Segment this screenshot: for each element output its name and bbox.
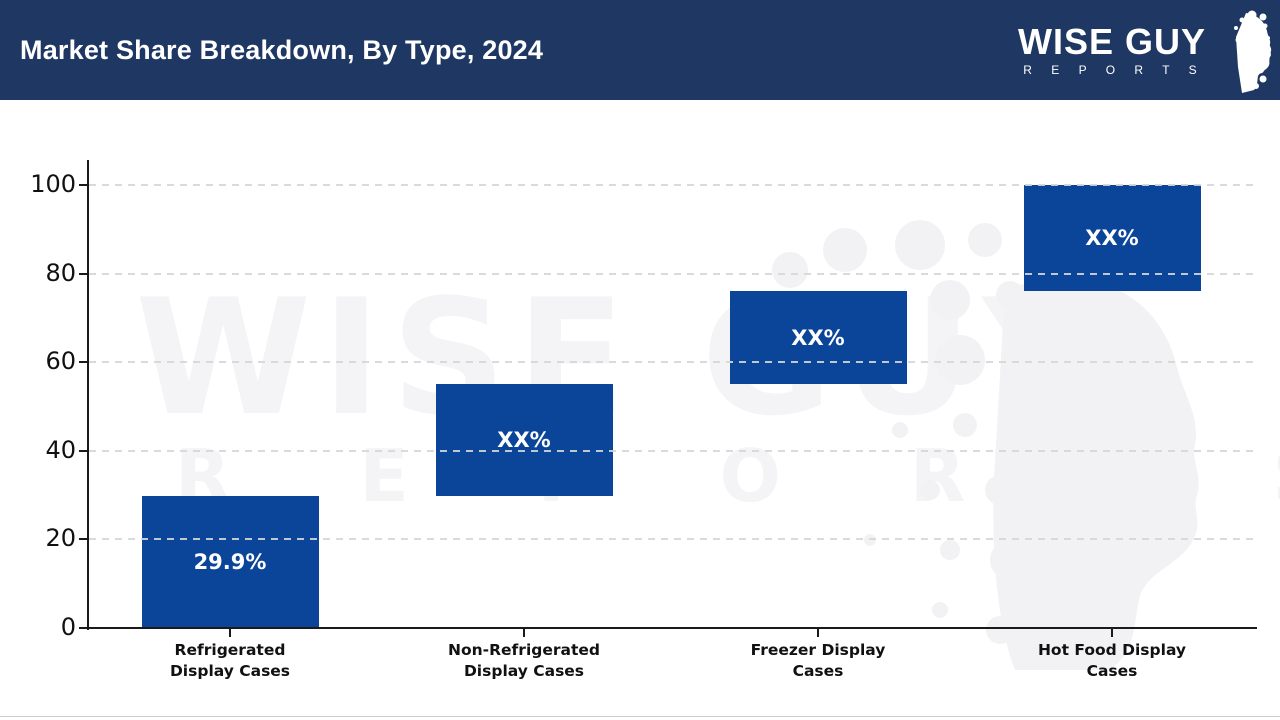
y-tick-60 [79, 361, 87, 364]
x-tick-3 [817, 629, 819, 637]
y-tick-label-0: 0 [60, 613, 76, 641]
bar-4: XX% [1023, 185, 1201, 292]
gridline-100 [89, 184, 1257, 186]
x-tick-4 [1111, 629, 1113, 637]
bar-1: 29.9% [141, 495, 319, 628]
gridline-60 [89, 361, 1257, 364]
logo-subtitle: R E P O R T S [1023, 62, 1205, 77]
y-tick-20 [79, 538, 87, 541]
x-tick-2 [523, 629, 525, 637]
logo-text: WISE GUY R E P O R T S [1017, 20, 1206, 77]
x-category-label-1: Refrigerated Display Cases [169, 641, 291, 680]
y-tick-label-60: 60 [45, 347, 76, 376]
gridline-80 [89, 272, 1257, 275]
y-tick-80 [79, 272, 87, 275]
logo-wordmark: WISE GUY [1017, 20, 1206, 62]
logo-face-icon [1234, 10, 1272, 93]
page-title: Market Share Breakdown, By Type, 2024 [20, 34, 544, 65]
bar-3: XX% [729, 291, 907, 385]
y-axis-line [87, 160, 89, 630]
x-category-label-4: Hot Food Display Cases [1037, 641, 1187, 680]
x-tick-1 [229, 629, 231, 637]
bar-2: XX% [435, 384, 613, 496]
x-category-label-3: Freezer Display Cases [750, 641, 886, 680]
header-bar: Market Share Breakdown, By Type, 2024 WI… [0, 0, 1280, 100]
gridline-20 [89, 538, 1257, 541]
bar-value-label: XX% [497, 427, 551, 452]
bar-value-label: XX% [1085, 226, 1139, 251]
y-tick-100 [79, 184, 87, 186]
bar-value-label: 29.9% [193, 549, 267, 574]
watermark-face-graphic [772, 220, 1199, 670]
wise-guy-logo: WISE GUY R E P O R T S [1018, 7, 1280, 93]
y-tick-label-100: 100 [30, 170, 76, 198]
bottom-border [0, 716, 1280, 717]
x-axis-line [87, 627, 1257, 629]
y-tick-40 [79, 449, 87, 452]
bar-value-label: XX% [791, 325, 845, 350]
y-tick-label-80: 80 [45, 258, 76, 287]
y-tick-label-20: 20 [45, 524, 76, 553]
y-tick-label-40: 40 [45, 435, 76, 464]
gridline-40 [89, 449, 1257, 452]
x-category-label-2: Non-Refrigerated Display Cases [448, 641, 600, 680]
y-tick-0 [79, 627, 87, 629]
